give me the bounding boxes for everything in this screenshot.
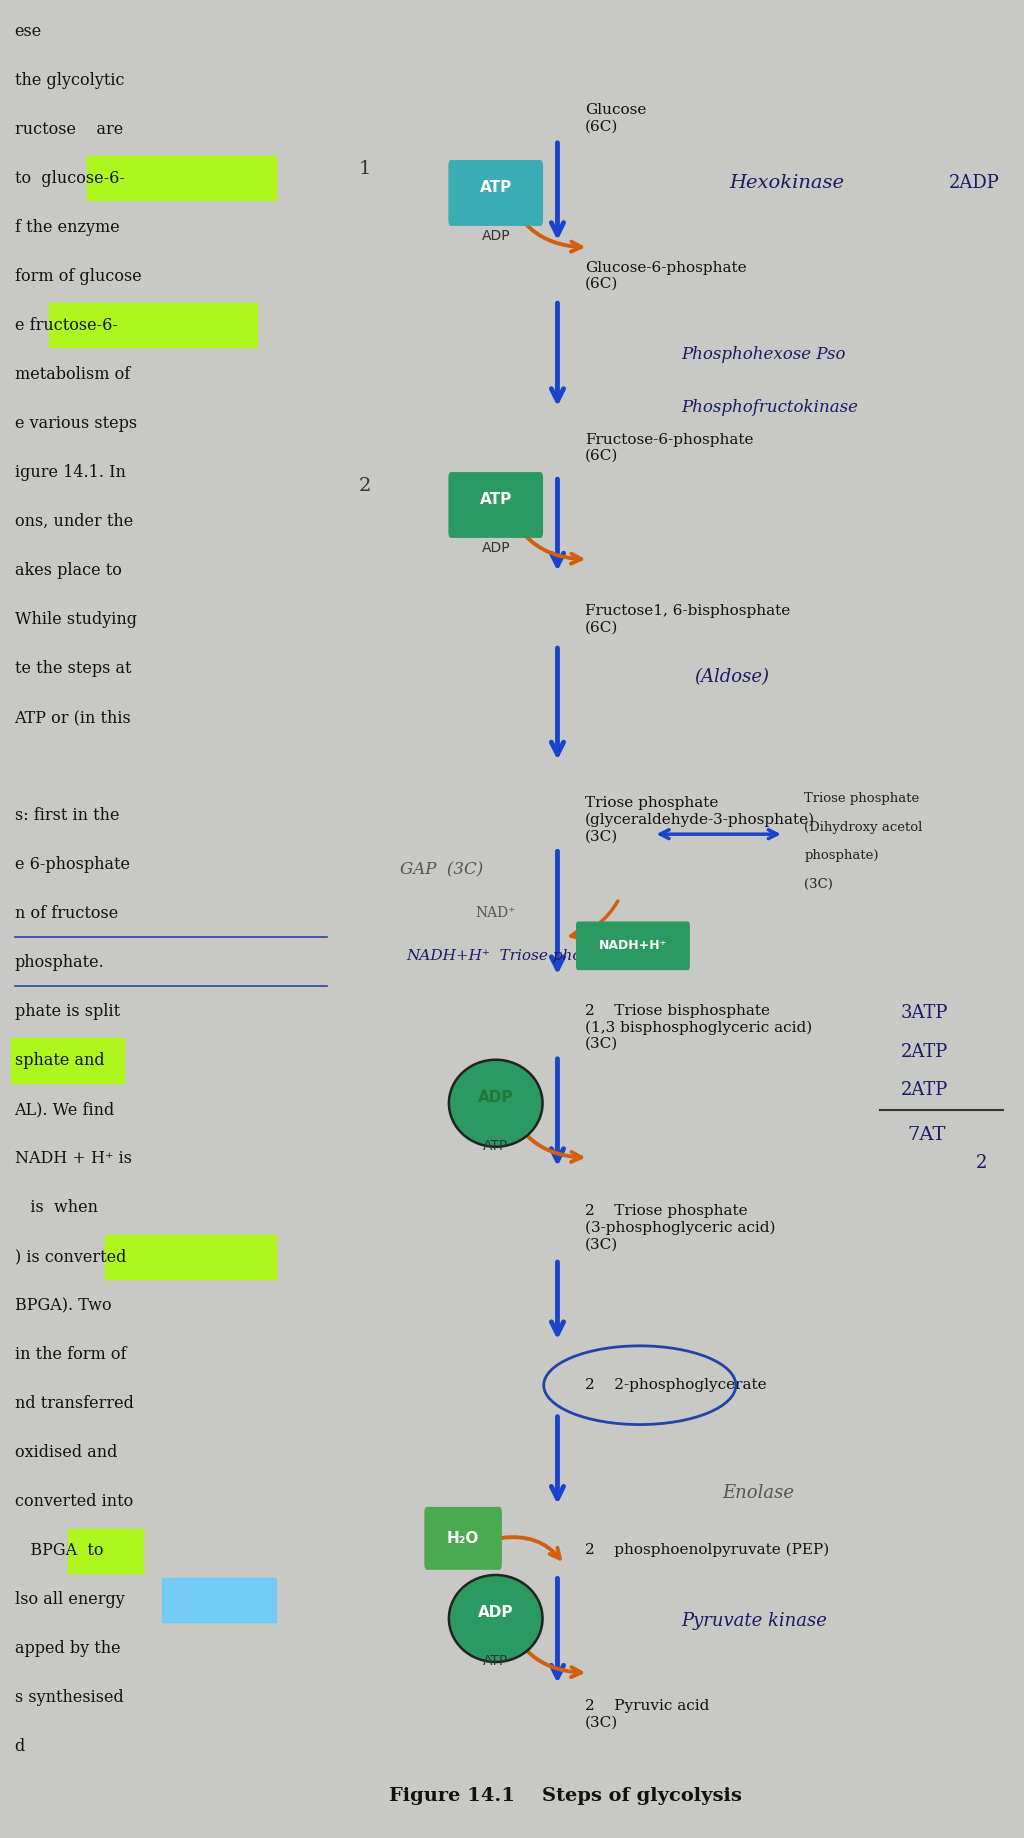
Text: apped by the: apped by the xyxy=(14,1639,120,1658)
Text: NADH+H⁺: NADH+H⁺ xyxy=(599,939,667,952)
Text: lso all energy: lso all energy xyxy=(14,1592,124,1608)
Text: Fructose-6-phosphate
(6C): Fructose-6-phosphate (6C) xyxy=(585,432,754,463)
Text: Pyruvate kinase: Pyruvate kinase xyxy=(681,1612,826,1630)
Text: Phosphohexose Pso: Phosphohexose Pso xyxy=(681,346,846,364)
Text: Phosphofructokinase: Phosphofructokinase xyxy=(681,399,858,415)
Text: ATP or (in this: ATP or (in this xyxy=(14,709,131,726)
Bar xyxy=(105,1235,275,1279)
FancyBboxPatch shape xyxy=(424,1507,502,1570)
Text: (3C): (3C) xyxy=(805,879,834,891)
Text: sphate and: sphate and xyxy=(14,1051,104,1070)
Text: nd transferred: nd transferred xyxy=(14,1395,133,1412)
Text: ATP: ATP xyxy=(479,180,512,195)
Text: BPGA). Two: BPGA). Two xyxy=(14,1298,112,1314)
Text: 2    Triose bisphosphate
(1,3 bisphosphoglyceric acid)
(3C): 2 Triose bisphosphate (1,3 bisphosphogly… xyxy=(585,1004,812,1051)
Text: 2    phosphoenolpyruvate (PEP): 2 phosphoenolpyruvate (PEP) xyxy=(585,1542,829,1557)
Text: Triose phosphate
(glyceraldehyde-3-phosphate)
(3C): Triose phosphate (glyceraldehyde-3-phosp… xyxy=(585,796,815,844)
Text: te the steps at: te the steps at xyxy=(14,660,131,676)
Text: phate is split: phate is split xyxy=(14,1004,120,1020)
Text: 2: 2 xyxy=(358,478,371,496)
Text: is  when: is when xyxy=(14,1198,97,1217)
Text: BPGA  to: BPGA to xyxy=(14,1542,103,1559)
Ellipse shape xyxy=(449,1575,543,1662)
Text: converted into: converted into xyxy=(14,1492,133,1511)
Text: e 6-phosphate: e 6-phosphate xyxy=(14,857,130,873)
Text: s synthesised: s synthesised xyxy=(14,1689,123,1706)
Text: s: first in the: s: first in the xyxy=(14,807,119,823)
Text: e fructose-6-: e fructose-6- xyxy=(14,316,118,335)
Text: ADP: ADP xyxy=(478,1090,513,1105)
Text: phosphate.: phosphate. xyxy=(14,954,104,970)
Text: in the form of: in the form of xyxy=(14,1345,126,1364)
Text: e various steps: e various steps xyxy=(14,415,136,432)
Text: Triose phosphate: Triose phosphate xyxy=(805,792,920,805)
Text: Figure 14.1    Steps of glycolysis: Figure 14.1 Steps of glycolysis xyxy=(389,1787,742,1805)
Text: Glucose-6-phosphate
(6C): Glucose-6-phosphate (6C) xyxy=(585,261,746,290)
Text: ATP: ATP xyxy=(483,1140,508,1152)
Text: igure 14.1. In: igure 14.1. In xyxy=(14,463,125,482)
Bar xyxy=(49,303,257,347)
Text: 2    Pyruvic acid
(3C): 2 Pyruvic acid (3C) xyxy=(585,1700,710,1730)
Text: NADH+H⁺  Triose phosph: NADH+H⁺ Triose phosph xyxy=(407,948,609,963)
Bar xyxy=(162,1577,275,1621)
Text: 2ADP: 2ADP xyxy=(948,175,999,191)
Ellipse shape xyxy=(449,1061,543,1147)
Text: 7AT: 7AT xyxy=(907,1125,946,1143)
FancyBboxPatch shape xyxy=(575,921,690,970)
Text: the glycolytic: the glycolytic xyxy=(14,72,124,88)
Text: n of fructose: n of fructose xyxy=(14,904,118,923)
Text: phosphate): phosphate) xyxy=(805,849,879,862)
Bar xyxy=(11,1038,124,1083)
Text: metabolism of: metabolism of xyxy=(14,366,130,382)
Text: oxidised and: oxidised and xyxy=(14,1445,117,1461)
FancyBboxPatch shape xyxy=(449,160,543,226)
Text: ATP: ATP xyxy=(479,493,512,507)
Text: d: d xyxy=(14,1739,25,1755)
Text: Enolase: Enolase xyxy=(722,1483,795,1502)
Text: 2ATP: 2ATP xyxy=(900,1042,948,1061)
Text: 2ATP: 2ATP xyxy=(900,1081,948,1099)
Text: to  glucose-6-: to glucose-6- xyxy=(14,169,124,187)
Text: 3ATP: 3ATP xyxy=(900,1004,948,1022)
FancyBboxPatch shape xyxy=(449,472,543,539)
Text: NADH + H⁺ is: NADH + H⁺ is xyxy=(14,1151,131,1167)
Text: GAP  (3C): GAP (3C) xyxy=(399,862,483,879)
Text: 1: 1 xyxy=(358,160,371,178)
Text: ATP: ATP xyxy=(483,1654,508,1669)
Text: ese: ese xyxy=(14,22,42,40)
Text: While studying: While studying xyxy=(14,610,136,629)
Text: Fructose1, 6-bisphosphate
(6C): Fructose1, 6-bisphosphate (6C) xyxy=(585,605,791,634)
Text: f the enzyme: f the enzyme xyxy=(14,219,119,235)
Text: H₂O: H₂O xyxy=(446,1531,479,1546)
Bar xyxy=(86,156,275,200)
Text: ) is converted: ) is converted xyxy=(14,1248,126,1265)
Text: ADP: ADP xyxy=(481,230,510,243)
Text: ons, under the: ons, under the xyxy=(14,513,133,529)
Text: AL). We find: AL). We find xyxy=(14,1101,115,1118)
Text: (Dihydroxy acetol: (Dihydroxy acetol xyxy=(805,820,923,833)
Text: Glucose
(6C): Glucose (6C) xyxy=(585,103,646,134)
Text: NAD⁺: NAD⁺ xyxy=(475,906,516,919)
Text: 2: 2 xyxy=(976,1154,987,1173)
Text: 2    Triose phosphate
(3-phosphoglyceric acid)
(3C): 2 Triose phosphate (3-phosphoglyceric ac… xyxy=(585,1204,775,1252)
Bar xyxy=(68,1529,143,1573)
Text: akes place to: akes place to xyxy=(14,562,122,579)
Text: form of glucose: form of glucose xyxy=(14,268,141,285)
Text: ADP: ADP xyxy=(481,540,510,555)
Text: Hexokinase: Hexokinase xyxy=(729,175,844,191)
Text: ADP: ADP xyxy=(478,1605,513,1621)
Text: 2    2-phosphoglycerate: 2 2-phosphoglycerate xyxy=(585,1378,767,1391)
Text: ructose    are: ructose are xyxy=(14,121,123,138)
Text: (Aldose): (Aldose) xyxy=(694,667,770,686)
